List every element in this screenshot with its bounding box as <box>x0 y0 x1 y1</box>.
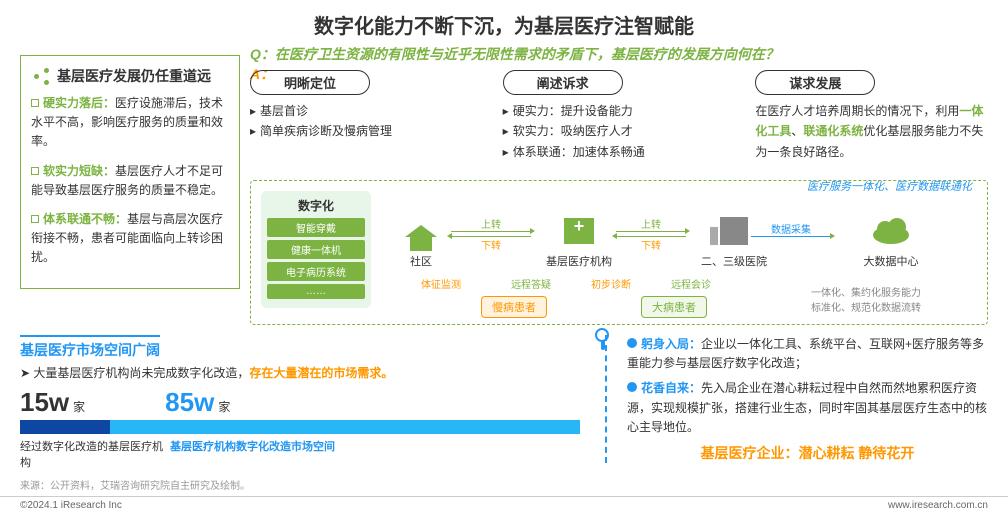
stat1-num: 15w <box>20 387 69 418</box>
br-item-0: 躬身入局：企业以一体化工具、系统平台、互联网+医疗服务等多重能力参与基层医疗数字… <box>627 335 988 373</box>
page-footer: ©2024.1 iResearch Inc www.iresearch.com.… <box>0 496 1008 514</box>
node-community: 社区 <box>401 211 441 269</box>
diagram-footer: 一体化、集约化服务能力 标准化、规范化数据流转 <box>811 286 921 316</box>
diagram-footer-1: 一体化、集约化服务能力 <box>811 286 921 301</box>
node-base-label: 基层医疗机构 <box>546 253 612 269</box>
building-icon <box>720 217 748 245</box>
node-community-label: 社区 <box>401 253 441 269</box>
arrow-3: 数据采集 <box>751 221 831 237</box>
arrow-3-label: 数据采集 <box>751 221 831 236</box>
label-monitor: 体征监测 <box>421 276 461 291</box>
bl-sub-pre: 大量基层医疗机构尚未完成数字化改造， <box>33 366 249 380</box>
stat2-unit: 家 <box>218 398 230 415</box>
house-icon <box>405 225 437 237</box>
stage-2-content: 在医疗人才培养周期长的情况下，利用一体化工具、联通化系统优化基层服务能力不失为一… <box>755 101 988 162</box>
arrow-2: 上转 下转 <box>616 216 686 252</box>
stage-2-pre: 在医疗人才培养周期长的情况下，利用 <box>755 104 959 118</box>
left-item-0: 硬实力落后：医疗设施滞后，技术水平不高，影响医疗服务的质量和效率。 <box>31 94 229 152</box>
bar-label-2: 基层医疗机构数字化改造市场空间 <box>170 438 335 470</box>
share-icon <box>31 66 51 86</box>
bar-labels: 经过数字化改造的基层医疗机构 基层医疗机构数字化改造市场空间 <box>20 438 580 470</box>
source-text: 来源：公开资料，艾瑞咨询研究院自主研究及绘制。 <box>20 477 250 492</box>
arrow-1: 上转 下转 <box>451 216 531 252</box>
digital-box: 数字化 智能穿戴 健康一体机 电子病历系统 …… <box>261 191 371 308</box>
stage-2-sep: 、 <box>791 124 803 138</box>
stage-1-line-1: 软实力：吸纳医疗人才 <box>513 124 633 138</box>
stage-0-label: 明晰定位 <box>250 70 370 95</box>
main-title: 数字化能力不断下沉，为基层医疗注智赋能 <box>0 0 1008 44</box>
bottom-left-section: 基层医疗市场空间广阔 ➤ 大量基层医疗机构尚未完成数字化改造，存在大量潜在的市场… <box>20 335 580 470</box>
stage-0-content: ▸基层首诊 ▸简单疾病诊断及慢病管理 <box>250 101 483 142</box>
node-hospital: 二、三级医院 <box>701 211 767 269</box>
node-hospital-label: 二、三级医院 <box>701 253 767 269</box>
stage-1: 阐述诉求 ▸硬实力：提升设备能力 ▸软实力：吸纳医疗人才 ▸体系联通：加速体系畅… <box>503 70 736 162</box>
digital-title: 数字化 <box>267 197 365 214</box>
br-item-1: 花香自来：先入局企业在潜心耕耘过程中自然而然地累积医疗资源，实现规模扩张，搭建行… <box>627 379 988 437</box>
stage-2: 谋求发展 在医疗人才培养周期长的情况下，利用一体化工具、联通化系统优化基层服务能… <box>755 70 988 162</box>
patient-severe: 大病患者 <box>641 296 707 318</box>
cloud-icon <box>871 217 911 245</box>
diagram-header: 医疗服务一体化、医疗数据联通化 <box>807 178 972 194</box>
stage-1-line-0: 硬实力：提升设备能力 <box>513 104 633 118</box>
stat1-unit: 家 <box>73 398 85 415</box>
flower-icon <box>627 382 637 392</box>
stat-row: 15w 家 85w 家 <box>20 387 580 418</box>
stages-row: 明晰定位 ▸基层首诊 ▸简单疾病诊断及慢病管理 阐述诉求 ▸硬实力：提升设备能力… <box>250 70 988 162</box>
left-box-title-text: 基层医疗发展仍任重道远 <box>57 66 211 86</box>
node-cloud: 大数据中心 <box>841 211 941 269</box>
bar-completed <box>20 420 110 434</box>
br-item-0-label: 躬身入局： <box>641 337 701 351</box>
bl-sub-orange: 存在大量潜在的市场需求。 <box>249 366 393 380</box>
arrow-1-down: 下转 <box>451 237 531 252</box>
node-base: 基层医疗机构 <box>546 211 612 269</box>
bl-subtitle: ➤ 大量基层医疗机构尚未完成数字化改造，存在大量潜在的市场需求。 <box>20 364 580 381</box>
left-item-2: 体系联通不畅：基层与高层次医疗衔接不畅，患者可能面临向上转诊困扰。 <box>31 210 229 268</box>
digital-item-2: 电子病历系统 <box>267 262 365 281</box>
stage-1-label: 阐述诉求 <box>503 70 623 95</box>
digital-item-0: 智能穿戴 <box>267 218 365 237</box>
arrow-2-down: 下转 <box>616 237 686 252</box>
flow-diagram: 医疗服务一体化、医疗数据联通化 数字化 智能穿戴 健康一体机 电子病历系统 ……… <box>250 180 988 325</box>
br-item-1-label: 花香自来： <box>641 381 701 395</box>
label-initial: 初步诊断 <box>591 276 631 291</box>
digital-item-1: 健康一体机 <box>267 240 365 259</box>
website: www.iresearch.com.cn <box>888 500 988 511</box>
digital-item-3: …… <box>267 284 365 299</box>
bar-label-1: 经过数字化改造的基层医疗机构 <box>20 438 170 470</box>
left-item-0-label: 硬实力落后： <box>43 96 115 110</box>
br-footer: 基层医疗企业：潜心耕耘 静待花开 <box>627 443 988 463</box>
flower-icon <box>627 338 637 348</box>
arrow-1-up: 上转 <box>451 216 531 231</box>
stage-1-line-2: 体系联通：加速体系畅通 <box>513 145 645 159</box>
diagram-footer-2: 标准化、规范化数据流转 <box>811 301 921 316</box>
label-remote-qa: 远程答疑 <box>511 276 551 291</box>
stage-0-line-0: 基层首诊 <box>260 104 308 118</box>
patient-chronic: 慢病患者 <box>481 296 547 318</box>
stage-2-g2: 联通化系统 <box>803 124 863 138</box>
left-item-1-label: 软实力短缺： <box>43 164 115 178</box>
node-cloud-label: 大数据中心 <box>841 253 941 269</box>
bottom-right-section: 躬身入局：企业以一体化工具、系统平台、互联网+医疗服务等多重能力参与基层医疗数字… <box>605 335 988 463</box>
progress-bar <box>20 420 580 434</box>
left-box-title: 基层医疗发展仍任重道远 <box>31 66 229 86</box>
left-item-2-label: 体系联通不畅： <box>43 212 127 226</box>
hospital-icon <box>564 218 594 244</box>
copyright: ©2024.1 iResearch Inc <box>20 500 122 511</box>
label-remote-consult: 远程会诊 <box>671 276 711 291</box>
stat2-num: 85w <box>165 387 214 418</box>
left-challenges-box: 基层医疗发展仍任重道远 硬实力落后：医疗设施滞后，技术水平不高，影响医疗服务的质… <box>20 55 240 289</box>
bl-title: 基层医疗市场空间广阔 <box>20 335 160 360</box>
bar-market <box>110 420 580 434</box>
stage-0-line-1: 简单疾病诊断及慢病管理 <box>260 124 392 138</box>
stage-2-label: 谋求发展 <box>755 70 875 95</box>
arrow-2-up: 上转 <box>616 216 686 231</box>
stage-1-content: ▸硬实力：提升设备能力 ▸软实力：吸纳医疗人才 ▸体系联通：加速体系畅通 <box>503 101 736 162</box>
left-item-1: 软实力短缺：基层医疗人才不足可能导致基层医疗服务的质量不稳定。 <box>31 162 229 200</box>
stage-0: 明晰定位 ▸基层首诊 ▸简单疾病诊断及慢病管理 <box>250 70 483 162</box>
